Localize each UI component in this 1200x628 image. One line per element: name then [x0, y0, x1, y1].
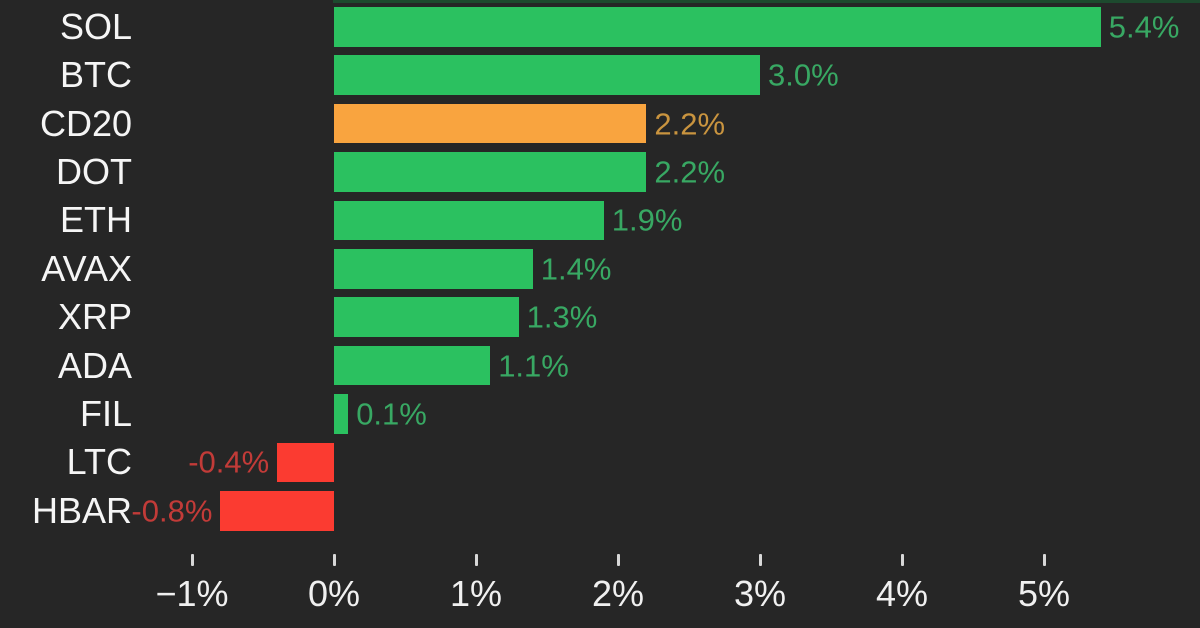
x-axis-tick [474, 554, 478, 566]
value-label: 1.4% [540, 251, 612, 287]
value-label: -0.4% [188, 444, 270, 480]
x-axis-tick [190, 554, 194, 566]
value-label: 1.1% [498, 348, 569, 384]
bar [334, 200, 604, 241]
x-axis-tick [332, 554, 336, 566]
bar [277, 442, 334, 483]
x-axis-tick [1042, 554, 1046, 566]
x-axis-tick-label: −1% [155, 573, 229, 614]
category-label: CD20 [39, 102, 132, 144]
bar [220, 491, 334, 531]
category-label: HBAR [31, 489, 132, 531]
category-label: FIL [79, 392, 132, 434]
value-label: 1.3% [526, 299, 598, 335]
category-label: LTC [66, 441, 132, 483]
x-axis-tick [900, 554, 904, 566]
x-axis-tick-label: 4% [875, 573, 929, 614]
value-label: 1.9% [611, 202, 683, 238]
x-axis-tick [616, 554, 620, 566]
value-label: 2.2% [654, 154, 726, 190]
bar [334, 152, 647, 192]
category-label: AVAX [41, 247, 132, 289]
x-axis-tick-label: 5% [1017, 573, 1071, 614]
cropped-bar-top-edge [333, 0, 1200, 3]
category-label: SOL [59, 5, 132, 47]
value-label: 5.4% [1108, 9, 1180, 45]
value-label: -0.8% [131, 493, 213, 529]
x-axis-tick [758, 554, 762, 566]
x-axis-tick-label: 3% [733, 573, 787, 614]
value-label: 3.0% [768, 57, 839, 93]
bar [334, 55, 760, 95]
bar [334, 394, 349, 434]
category-label: XRP [57, 296, 132, 338]
category-label: ETH [60, 199, 132, 241]
bar [334, 249, 533, 289]
bar [334, 297, 519, 337]
value-label: 0.1% [356, 396, 427, 432]
x-axis-tick-label: 0% [307, 573, 361, 614]
bar [334, 103, 647, 144]
category-label: BTC [60, 54, 132, 96]
x-axis-tick-label: 1% [449, 573, 503, 614]
category-label: ADA [57, 344, 132, 386]
value-label: 2.2% [654, 106, 726, 142]
bar [334, 345, 491, 386]
bar [334, 7, 1101, 47]
x-axis-tick-label: 2% [591, 573, 645, 614]
category-label: DOT [56, 150, 132, 192]
